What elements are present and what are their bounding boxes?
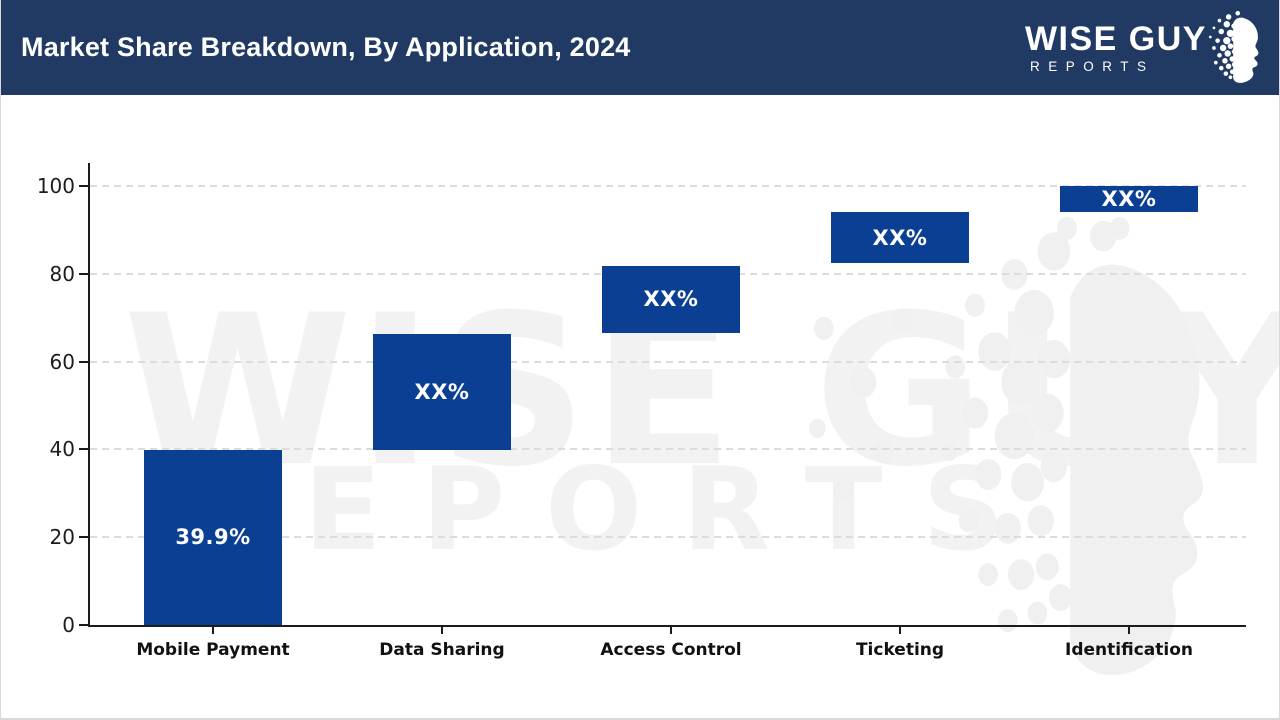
bar-value-label: XX% — [1101, 187, 1157, 212]
y-tick-mark — [79, 185, 88, 187]
x-tick-label: Data Sharing — [379, 640, 505, 660]
x-tick-mark — [1128, 625, 1130, 634]
x-tick-mark — [899, 625, 901, 634]
y-tick-label: 40 — [49, 437, 75, 462]
x-tick-mark — [212, 625, 214, 634]
gridline — [90, 536, 1246, 539]
bar-identification: XX% — [1060, 186, 1198, 213]
logo-wordmark: WISE GUY — [1024, 19, 1207, 58]
chart-area: WISE GUY REPORTS 0 20 40 60 80 100 39.9% Mobile… — [1, 95, 1279, 718]
logo-wordmark-block: WISE GUY REPORTS — [1025, 22, 1207, 74]
y-tick-label: 60 — [49, 349, 75, 374]
y-tick-label: 100 — [36, 174, 75, 198]
watermark-head-icon — [809, 216, 1203, 676]
y-tick-mark — [79, 536, 88, 539]
x-tick-label: Ticketing — [855, 640, 945, 660]
bar-value-label: XX% — [643, 287, 699, 312]
logo-head-icon — [1208, 10, 1259, 83]
y-tick-mark — [79, 448, 88, 451]
bar-value-label: XX% — [414, 379, 470, 404]
y-tick-mark — [79, 360, 88, 363]
bar-access-control: XX% — [602, 265, 740, 333]
x-tick-label: Access Control — [600, 640, 742, 660]
x-tick-mark — [441, 625, 443, 634]
x-axis-line — [88, 625, 1246, 627]
bar-ticketing: XX% — [831, 212, 969, 264]
bar-mobile-payment: 39.9% — [144, 449, 282, 625]
logo-subtitle: REPORTS — [1029, 58, 1155, 74]
x-tick-label: Mobile Payment — [136, 640, 290, 660]
y-tick-label: 80 — [49, 261, 75, 286]
page-title: Market Share Breakdown, By Application, … — [21, 32, 631, 62]
bar-value-label: XX% — [872, 225, 928, 250]
gridline — [90, 448, 1246, 451]
header-bar: Market Share Breakdown, By Application, … — [1, 0, 1279, 95]
y-tick-mark — [79, 624, 88, 626]
y-tick-mark — [79, 272, 88, 275]
gridline — [90, 360, 1246, 363]
y-tick-label: 20 — [49, 525, 75, 550]
x-tick-mark — [670, 625, 672, 634]
wise-guy-logo: WISE GUY REPORTS — [1025, 8, 1267, 88]
x-tick-label: Identification — [1065, 640, 1193, 660]
bar-value-label: 39.9% — [175, 525, 251, 550]
y-axis-line — [88, 163, 90, 627]
gridline — [90, 185, 1246, 187]
watermark-subtext: REPORTS — [176, 443, 1045, 576]
y-tick-label: 0 — [62, 613, 75, 637]
bar-data-sharing: XX% — [373, 333, 511, 450]
